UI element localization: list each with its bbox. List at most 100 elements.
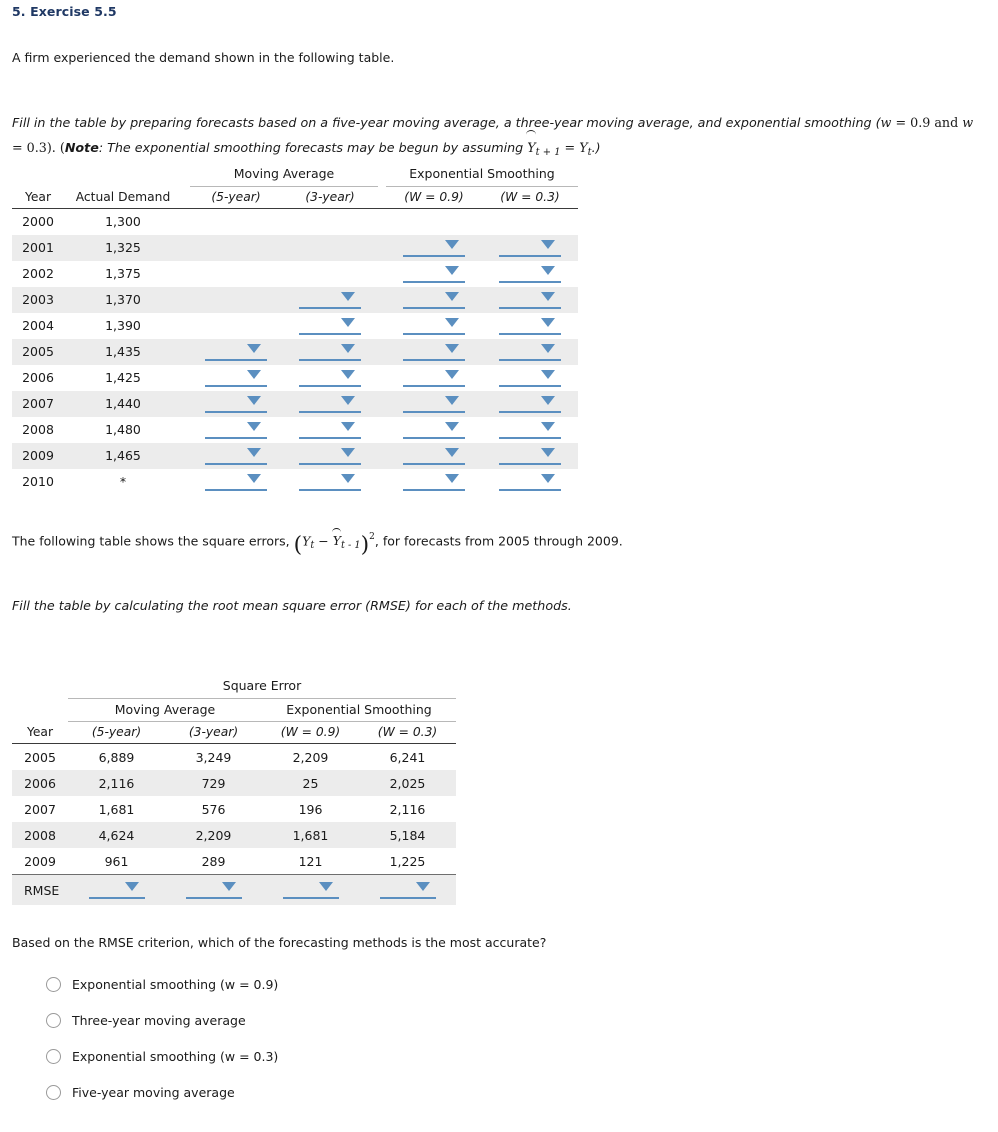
dropdown-ma3-2007[interactable] — [299, 394, 361, 414]
radio-option-label: Five-year moving average — [72, 1084, 235, 1100]
dropdown-es03-2009[interactable] — [499, 446, 561, 466]
cell-year: 2006 — [22, 370, 54, 386]
cell-ma5 — [190, 365, 282, 391]
chevron-down-icon — [541, 421, 555, 431]
chevron-down-icon — [341, 447, 355, 457]
dropdown-rmse-ma3[interactable] — [185, 880, 242, 900]
radio-button-icon[interactable] — [46, 1084, 61, 1100]
dropdown-ma3-2003[interactable] — [299, 290, 361, 310]
dropdown-es09-2002[interactable] — [403, 264, 465, 284]
cell-year: 2009 — [24, 853, 56, 869]
cell-se-ma5: 2,116 — [98, 775, 135, 791]
chevron-down-icon — [445, 265, 459, 275]
cell-se-es03: 5,184 — [389, 827, 426, 843]
dropdown-es03-2006[interactable] — [499, 368, 561, 388]
dropdown-es09-2006[interactable] — [403, 368, 465, 388]
dropdown-ma3-2009[interactable] — [299, 446, 361, 466]
dropdown-es03-2004[interactable] — [499, 316, 561, 336]
cell-rmse-es03 — [359, 874, 456, 906]
cell-ma5 — [190, 339, 282, 365]
dropdown-es09-2005[interactable] — [403, 342, 465, 362]
instruction-text: Fill in the table by preparing forecasts… — [0, 110, 998, 163]
cell-year: 2007 — [24, 801, 56, 817]
y-hat-subscript-2: t - 1 — [341, 540, 361, 552]
chevron-down-icon — [341, 343, 355, 353]
radio-button-icon[interactable] — [46, 976, 61, 992]
radio-button-icon[interactable] — [46, 1048, 61, 1064]
cell-ma5 — [190, 443, 282, 469]
table-row: 2009 961 289 121 1,225 — [12, 848, 456, 875]
square-errors-before: The following table shows the square err… — [12, 533, 294, 549]
cell-es09 — [386, 287, 482, 313]
column-header-es-w03: (W = 0.3) — [482, 186, 578, 209]
cell-actual-demand: 1,465 — [105, 448, 141, 464]
chevron-down-icon — [445, 343, 459, 353]
cell-year: 2008 — [22, 422, 54, 438]
table2-column-header-row: Year (5-year) (3-year) (W = 0.9) (W = 0.… — [12, 721, 456, 745]
dropdown-es09-2010[interactable] — [403, 472, 465, 492]
dropdown-ma5-2010[interactable] — [205, 472, 267, 492]
chevron-down-icon — [445, 317, 459, 327]
cell-se-es03: 2,025 — [389, 775, 426, 791]
dropdown-es03-2008[interactable] — [499, 420, 561, 440]
radio-button-icon[interactable] — [46, 1012, 61, 1028]
chevron-down-icon — [124, 882, 139, 892]
radio-option-1[interactable]: Three-year moving average — [46, 1002, 998, 1038]
dropdown-es03-2003[interactable] — [499, 290, 561, 310]
dropdown-es03-2010[interactable] — [499, 472, 561, 492]
dropdown-rmse-es03[interactable] — [379, 880, 436, 900]
cell-es03 — [482, 208, 578, 235]
column-header-actual-demand: Actual Demand — [64, 186, 182, 209]
dropdown-ma3-2010[interactable] — [299, 472, 361, 492]
dropdown-es03-2001[interactable] — [499, 238, 561, 258]
dropdown-es09-2001[interactable] — [403, 238, 465, 258]
radio-option-3[interactable]: Five-year moving average — [46, 1074, 998, 1110]
dropdown-ma5-2008[interactable] — [205, 420, 267, 440]
table1-group-header-row: Moving Average Exponential Smoothing — [12, 162, 578, 187]
table-row: 2008 1,480 — [12, 416, 578, 443]
open-paren: ( — [293, 532, 303, 558]
dropdown-rmse-es09[interactable] — [282, 880, 339, 900]
dropdown-es03-2007[interactable] — [499, 394, 561, 414]
cell-se-ma3: 576 — [201, 801, 226, 817]
dropdown-es09-2009[interactable] — [403, 446, 465, 466]
chevron-down-icon — [541, 265, 555, 275]
dropdown-ma5-2007[interactable] — [205, 394, 267, 414]
cell-rmse-es09 — [262, 874, 359, 906]
dropdown-ma5-2009[interactable] — [205, 446, 267, 466]
chevron-down-icon — [341, 317, 355, 327]
dropdown-es03-2002[interactable] — [499, 264, 561, 284]
cell-ma3 — [282, 417, 378, 443]
dropdown-ma3-2004[interactable] — [299, 316, 361, 336]
cell-ma3 — [282, 391, 378, 417]
table-row: 2003 1,370 — [12, 286, 578, 313]
group-header-moving-average-2: Moving Average — [68, 698, 262, 723]
dropdown-ma3-2005[interactable] — [299, 342, 361, 362]
cell-se-es09: 196 — [298, 801, 323, 817]
radio-option-2[interactable]: Exponential smoothing (w = 0.3) — [46, 1038, 998, 1074]
cell-se-ma5: 4,624 — [98, 827, 135, 843]
chevron-down-icon — [221, 882, 236, 892]
chevron-down-icon — [541, 239, 555, 249]
dropdown-ma3-2008[interactable] — [299, 420, 361, 440]
cell-es09 — [386, 469, 482, 495]
dropdown-es09-2007[interactable] — [403, 394, 465, 414]
cell-rmse-ma5 — [68, 874, 165, 906]
dropdown-rmse-ma5[interactable] — [88, 880, 145, 900]
table-row: 2000 1,300 — [12, 208, 578, 235]
cell-year: 2002 — [22, 266, 54, 282]
radio-option-0[interactable]: Exponential smoothing (w = 0.9) — [46, 966, 998, 1002]
dropdown-ma5-2006[interactable] — [205, 368, 267, 388]
dropdown-ma5-2005[interactable] — [205, 342, 267, 362]
dropdown-es03-2005[interactable] — [499, 342, 561, 362]
y-symbol: Y — [302, 533, 311, 549]
chevron-down-icon — [247, 447, 261, 457]
dropdown-es09-2008[interactable] — [403, 420, 465, 440]
y-hat-symbol-2: Y — [331, 527, 342, 551]
column-header-year: Year — [12, 186, 64, 209]
dropdown-es09-2003[interactable] — [403, 290, 465, 310]
cell-ma5 — [190, 417, 282, 443]
table-row: 2008 4,624 2,209 1,681 5,184 — [12, 822, 456, 849]
dropdown-es09-2004[interactable] — [403, 316, 465, 336]
dropdown-ma3-2006[interactable] — [299, 368, 361, 388]
